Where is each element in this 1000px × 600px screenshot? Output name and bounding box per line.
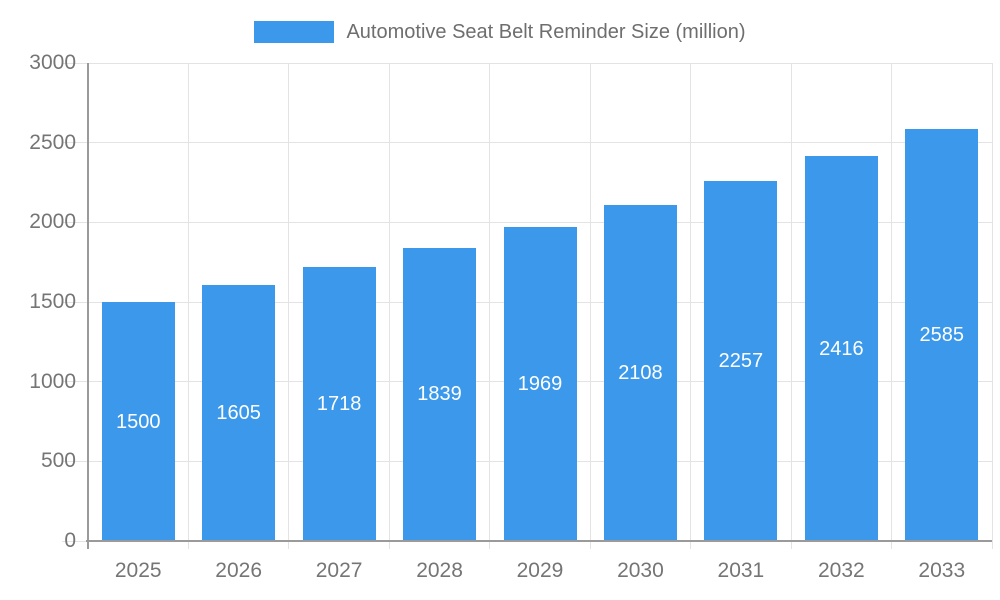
x-gridline — [388, 63, 390, 549]
bar[interactable] — [704, 181, 778, 541]
x-axis-tick-label: 2033 — [918, 559, 966, 582]
x-gridline — [589, 63, 591, 549]
x-axis-tick-label: 2030 — [617, 559, 664, 582]
bar[interactable] — [302, 267, 376, 541]
y-axis-tick-label: 1500 — [29, 290, 76, 313]
bar-value-label: 1605 — [216, 402, 261, 425]
y-gridline — [62, 62, 992, 64]
x-axis-tick-label: 2027 — [315, 559, 363, 582]
x-axis-tick-label: 2026 — [215, 559, 263, 582]
x-gridline — [288, 63, 290, 549]
bar-value-label: 2108 — [618, 362, 663, 385]
bar-value-label: 2585 — [919, 324, 965, 347]
bar-value-label: 2416 — [819, 337, 864, 360]
bar-value-label: 1969 — [517, 373, 563, 396]
y-axis-tick-label: 3000 — [29, 51, 76, 74]
x-axis-tick-label: 2031 — [717, 559, 765, 582]
y-axis-tick-label: 1000 — [29, 369, 76, 393]
y-axis-tick-label: 500 — [40, 449, 76, 473]
bar-value-label: 2257 — [718, 350, 764, 373]
x-gridline — [790, 63, 792, 549]
x-axis-tick-label: 2028 — [416, 559, 463, 582]
legend[interactable]: Automotive Seat Belt Reminder Size (mill… — [0, 14, 1000, 50]
legend-swatch — [254, 21, 335, 43]
bar[interactable] — [905, 129, 979, 541]
legend-label: Automotive Seat Belt Reminder Size (mill… — [346, 20, 746, 43]
x-axis-line — [86, 540, 992, 542]
bar[interactable] — [202, 285, 276, 541]
bar[interactable] — [403, 247, 477, 541]
x-axis-tick-label: 2032 — [817, 559, 865, 582]
y-axis-tick-label: 2500 — [29, 130, 76, 154]
x-gridline — [489, 63, 491, 549]
y-axis-line — [86, 63, 89, 549]
y-gridline — [62, 142, 992, 144]
y-gridline — [62, 221, 992, 223]
x-gridline — [187, 63, 189, 549]
bar-value-label: 1500 — [115, 410, 161, 433]
bar[interactable] — [503, 227, 577, 541]
y-axis-tick-label: 2000 — [29, 210, 76, 234]
x-gridline — [891, 63, 893, 549]
bar-value-label: 1718 — [316, 393, 362, 416]
x-axis-tick-label: 2025 — [114, 559, 162, 582]
y-axis-tick-label: 0 — [64, 529, 76, 552]
bar[interactable] — [603, 205, 677, 541]
bar-value-label: 1839 — [417, 383, 462, 406]
x-gridline — [690, 63, 692, 549]
bar[interactable] — [101, 302, 175, 541]
x-axis-tick-label: 2029 — [516, 559, 564, 582]
bar[interactable] — [804, 156, 878, 541]
x-gridline — [991, 63, 993, 549]
